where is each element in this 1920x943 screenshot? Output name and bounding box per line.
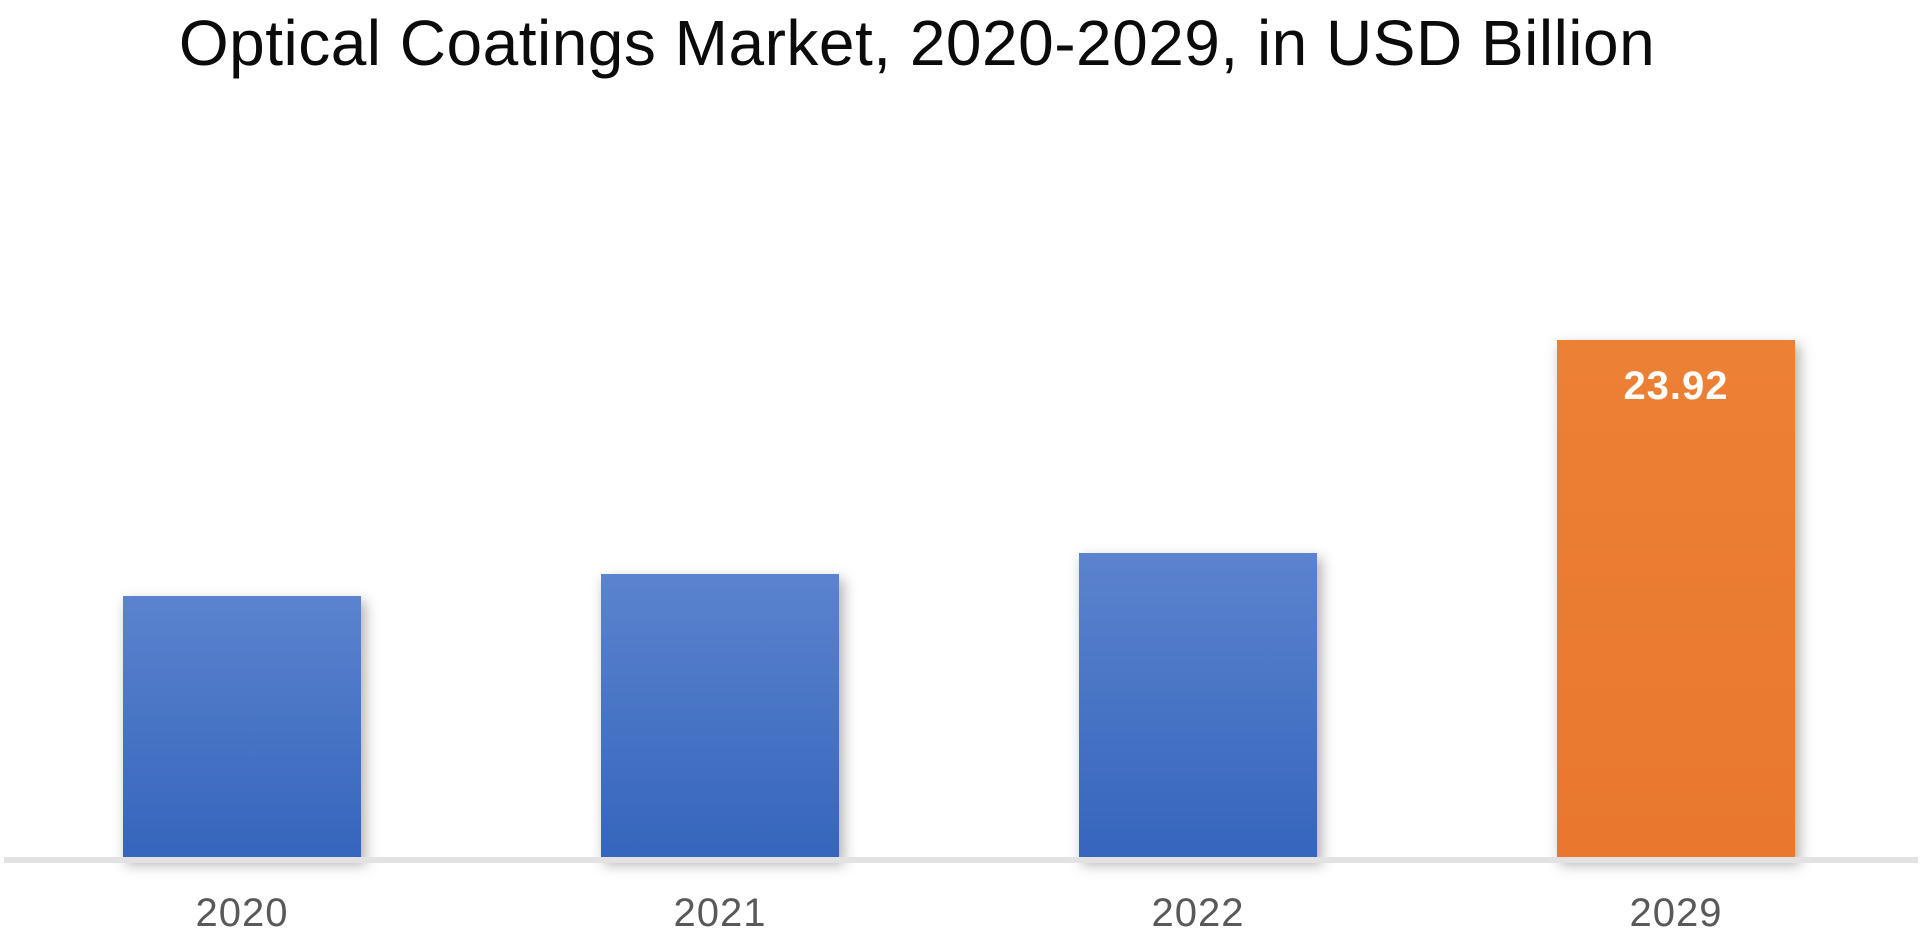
bar-slot-2029: 23.92 — [1437, 298, 1915, 858]
bar-2029: 23.92 — [1557, 340, 1795, 858]
x-axis-labels: 2020 2021 2022 2029 — [3, 891, 1915, 936]
data-label-2029: 23.92 — [1623, 364, 1729, 408]
x-axis-line — [4, 857, 1918, 863]
x-tick-2022: 2022 — [1151, 891, 1245, 935]
x-tick-2029: 2029 — [1629, 891, 1723, 935]
bar-slot-2021 — [481, 298, 959, 858]
x-tick-2020: 2020 — [195, 891, 289, 935]
plot-area: 23.92 — [3, 298, 1915, 858]
bar-2021 — [601, 574, 839, 858]
bar-slot-2020 — [3, 298, 481, 858]
x-tick-2021: 2021 — [673, 891, 767, 935]
chart-title: Optical Coatings Market, 2020-2029, in U… — [178, 7, 1656, 79]
bar-2020 — [123, 596, 361, 858]
bar-2022 — [1079, 553, 1317, 858]
bar-slot-2022 — [959, 298, 1437, 858]
